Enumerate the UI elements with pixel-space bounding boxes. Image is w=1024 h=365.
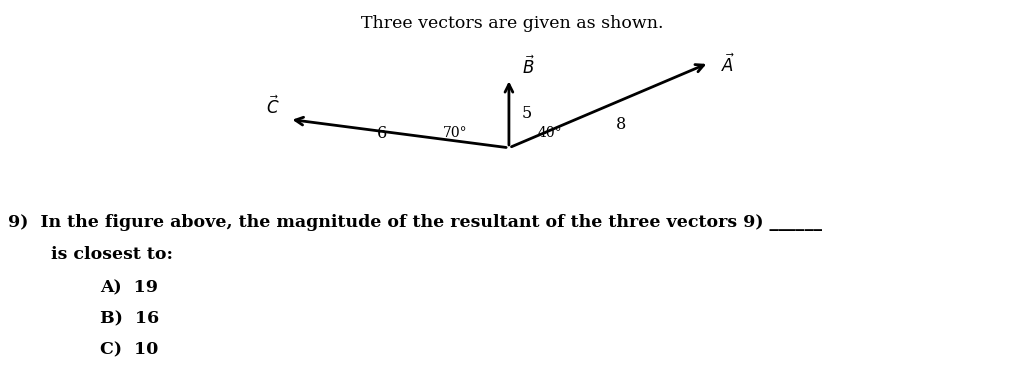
Text: 8: 8 <box>616 116 627 133</box>
Text: 40°: 40° <box>538 126 562 140</box>
Text: is closest to:: is closest to: <box>51 246 173 263</box>
Text: Three vectors are given as shown.: Three vectors are given as shown. <box>360 15 664 32</box>
Text: 6: 6 <box>377 125 387 142</box>
Text: $\vec{B}$: $\vec{B}$ <box>522 55 536 78</box>
Text: A)  19: A) 19 <box>100 279 159 296</box>
Text: C)  10: C) 10 <box>100 341 159 358</box>
Text: $\vec{C}$: $\vec{C}$ <box>266 95 280 118</box>
Text: B)  16: B) 16 <box>100 310 160 327</box>
Text: $\vec{A}$: $\vec{A}$ <box>721 53 735 76</box>
Text: 9)  In the figure above, the magnitude of the resultant of the three vectors 9) : 9) In the figure above, the magnitude of… <box>8 214 822 231</box>
Text: 70°: 70° <box>443 126 468 140</box>
Text: 5: 5 <box>521 105 531 122</box>
